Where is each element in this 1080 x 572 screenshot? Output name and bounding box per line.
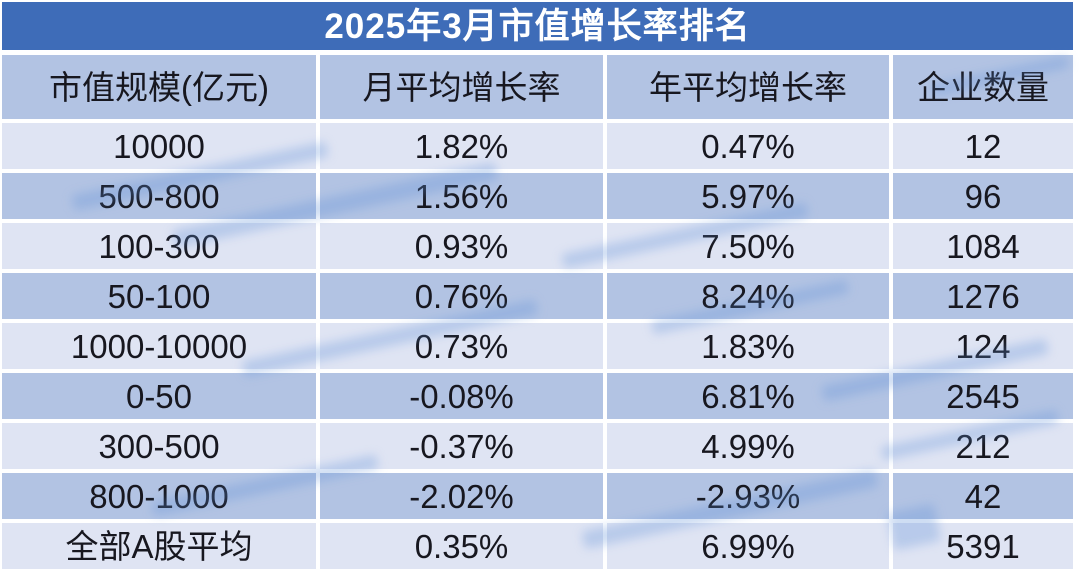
table-row: 100-300 0.93% 7.50% 1084 xyxy=(2,223,1073,269)
cell-company-count: 1084 xyxy=(893,223,1073,269)
cell-size-range: 800-1000 xyxy=(2,473,316,519)
table-row: 800-1000 -2.02% -2.93% 42 xyxy=(2,473,1073,519)
table-row: 50-100 0.76% 8.24% 1276 xyxy=(2,273,1073,319)
cell-size-range: 50-100 xyxy=(2,273,316,319)
cell-size-range: 全部A股平均 xyxy=(2,523,316,569)
cell-size-range: 500-800 xyxy=(2,173,316,219)
cell-company-count: 42 xyxy=(893,473,1073,519)
cell-monthly-growth: 1.56% xyxy=(320,173,603,219)
column-header-company-count: 企业数量 xyxy=(893,55,1073,119)
cell-yearly-growth: 0.47% xyxy=(607,123,889,169)
cell-yearly-growth: 5.97% xyxy=(607,173,889,219)
cell-yearly-growth: 8.24% xyxy=(607,273,889,319)
table-row: 1000-10000 0.73% 1.83% 124 xyxy=(2,323,1073,369)
cell-yearly-growth: 6.99% xyxy=(607,523,889,569)
cell-monthly-growth: 0.73% xyxy=(320,323,603,369)
column-header-monthly-avg-growth: 月平均增长率 xyxy=(320,55,603,119)
cell-size-range: 1000-10000 xyxy=(2,323,316,369)
column-header-yearly-avg-growth: 年平均增长率 xyxy=(607,55,889,119)
column-header-market-cap-size: 市值规模(亿元) xyxy=(2,55,316,119)
cell-company-count: 96 xyxy=(893,173,1073,219)
cell-monthly-growth: -0.37% xyxy=(320,423,603,469)
cell-yearly-growth: 7.50% xyxy=(607,223,889,269)
table-row: 500-800 1.56% 5.97% 96 xyxy=(2,173,1073,219)
cell-size-range: 100-300 xyxy=(2,223,316,269)
cell-company-count: 12 xyxy=(893,123,1073,169)
cell-monthly-growth: -2.02% xyxy=(320,473,603,519)
header-row: 市值规模(亿元) 月平均增长率 年平均增长率 企业数量 xyxy=(2,55,1073,119)
table-row: 0-50 -0.08% 6.81% 2545 xyxy=(2,373,1073,419)
cell-company-count: 2545 xyxy=(893,373,1073,419)
cell-size-range: 10000 xyxy=(2,123,316,169)
cell-yearly-growth: 6.81% xyxy=(607,373,889,419)
cell-monthly-growth: 1.82% xyxy=(320,123,603,169)
cell-monthly-growth: -0.08% xyxy=(320,373,603,419)
cell-company-count: 5391 xyxy=(893,523,1073,569)
cell-size-range: 0-50 xyxy=(2,373,316,419)
cell-company-count: 212 xyxy=(893,423,1073,469)
cell-monthly-growth: 0.76% xyxy=(320,273,603,319)
cell-yearly-growth: 4.99% xyxy=(607,423,889,469)
table-title: 2025年3月市值增长率排名 xyxy=(2,2,1073,50)
cell-monthly-growth: 0.35% xyxy=(320,523,603,569)
cell-size-range: 300-500 xyxy=(2,423,316,469)
table-body: 10000 1.82% 0.47% 12 500-800 1.56% 5.97%… xyxy=(2,123,1073,569)
cell-yearly-growth: -2.93% xyxy=(607,473,889,519)
cell-company-count: 1276 xyxy=(893,273,1073,319)
cell-company-count: 124 xyxy=(893,323,1073,369)
table-row: 300-500 -0.37% 4.99% 212 xyxy=(2,423,1073,469)
table-row: 10000 1.82% 0.47% 12 xyxy=(2,123,1073,169)
cell-yearly-growth: 1.83% xyxy=(607,323,889,369)
cell-monthly-growth: 0.93% xyxy=(320,223,603,269)
table-row: 全部A股平均 0.35% 6.99% 5391 xyxy=(2,523,1073,569)
